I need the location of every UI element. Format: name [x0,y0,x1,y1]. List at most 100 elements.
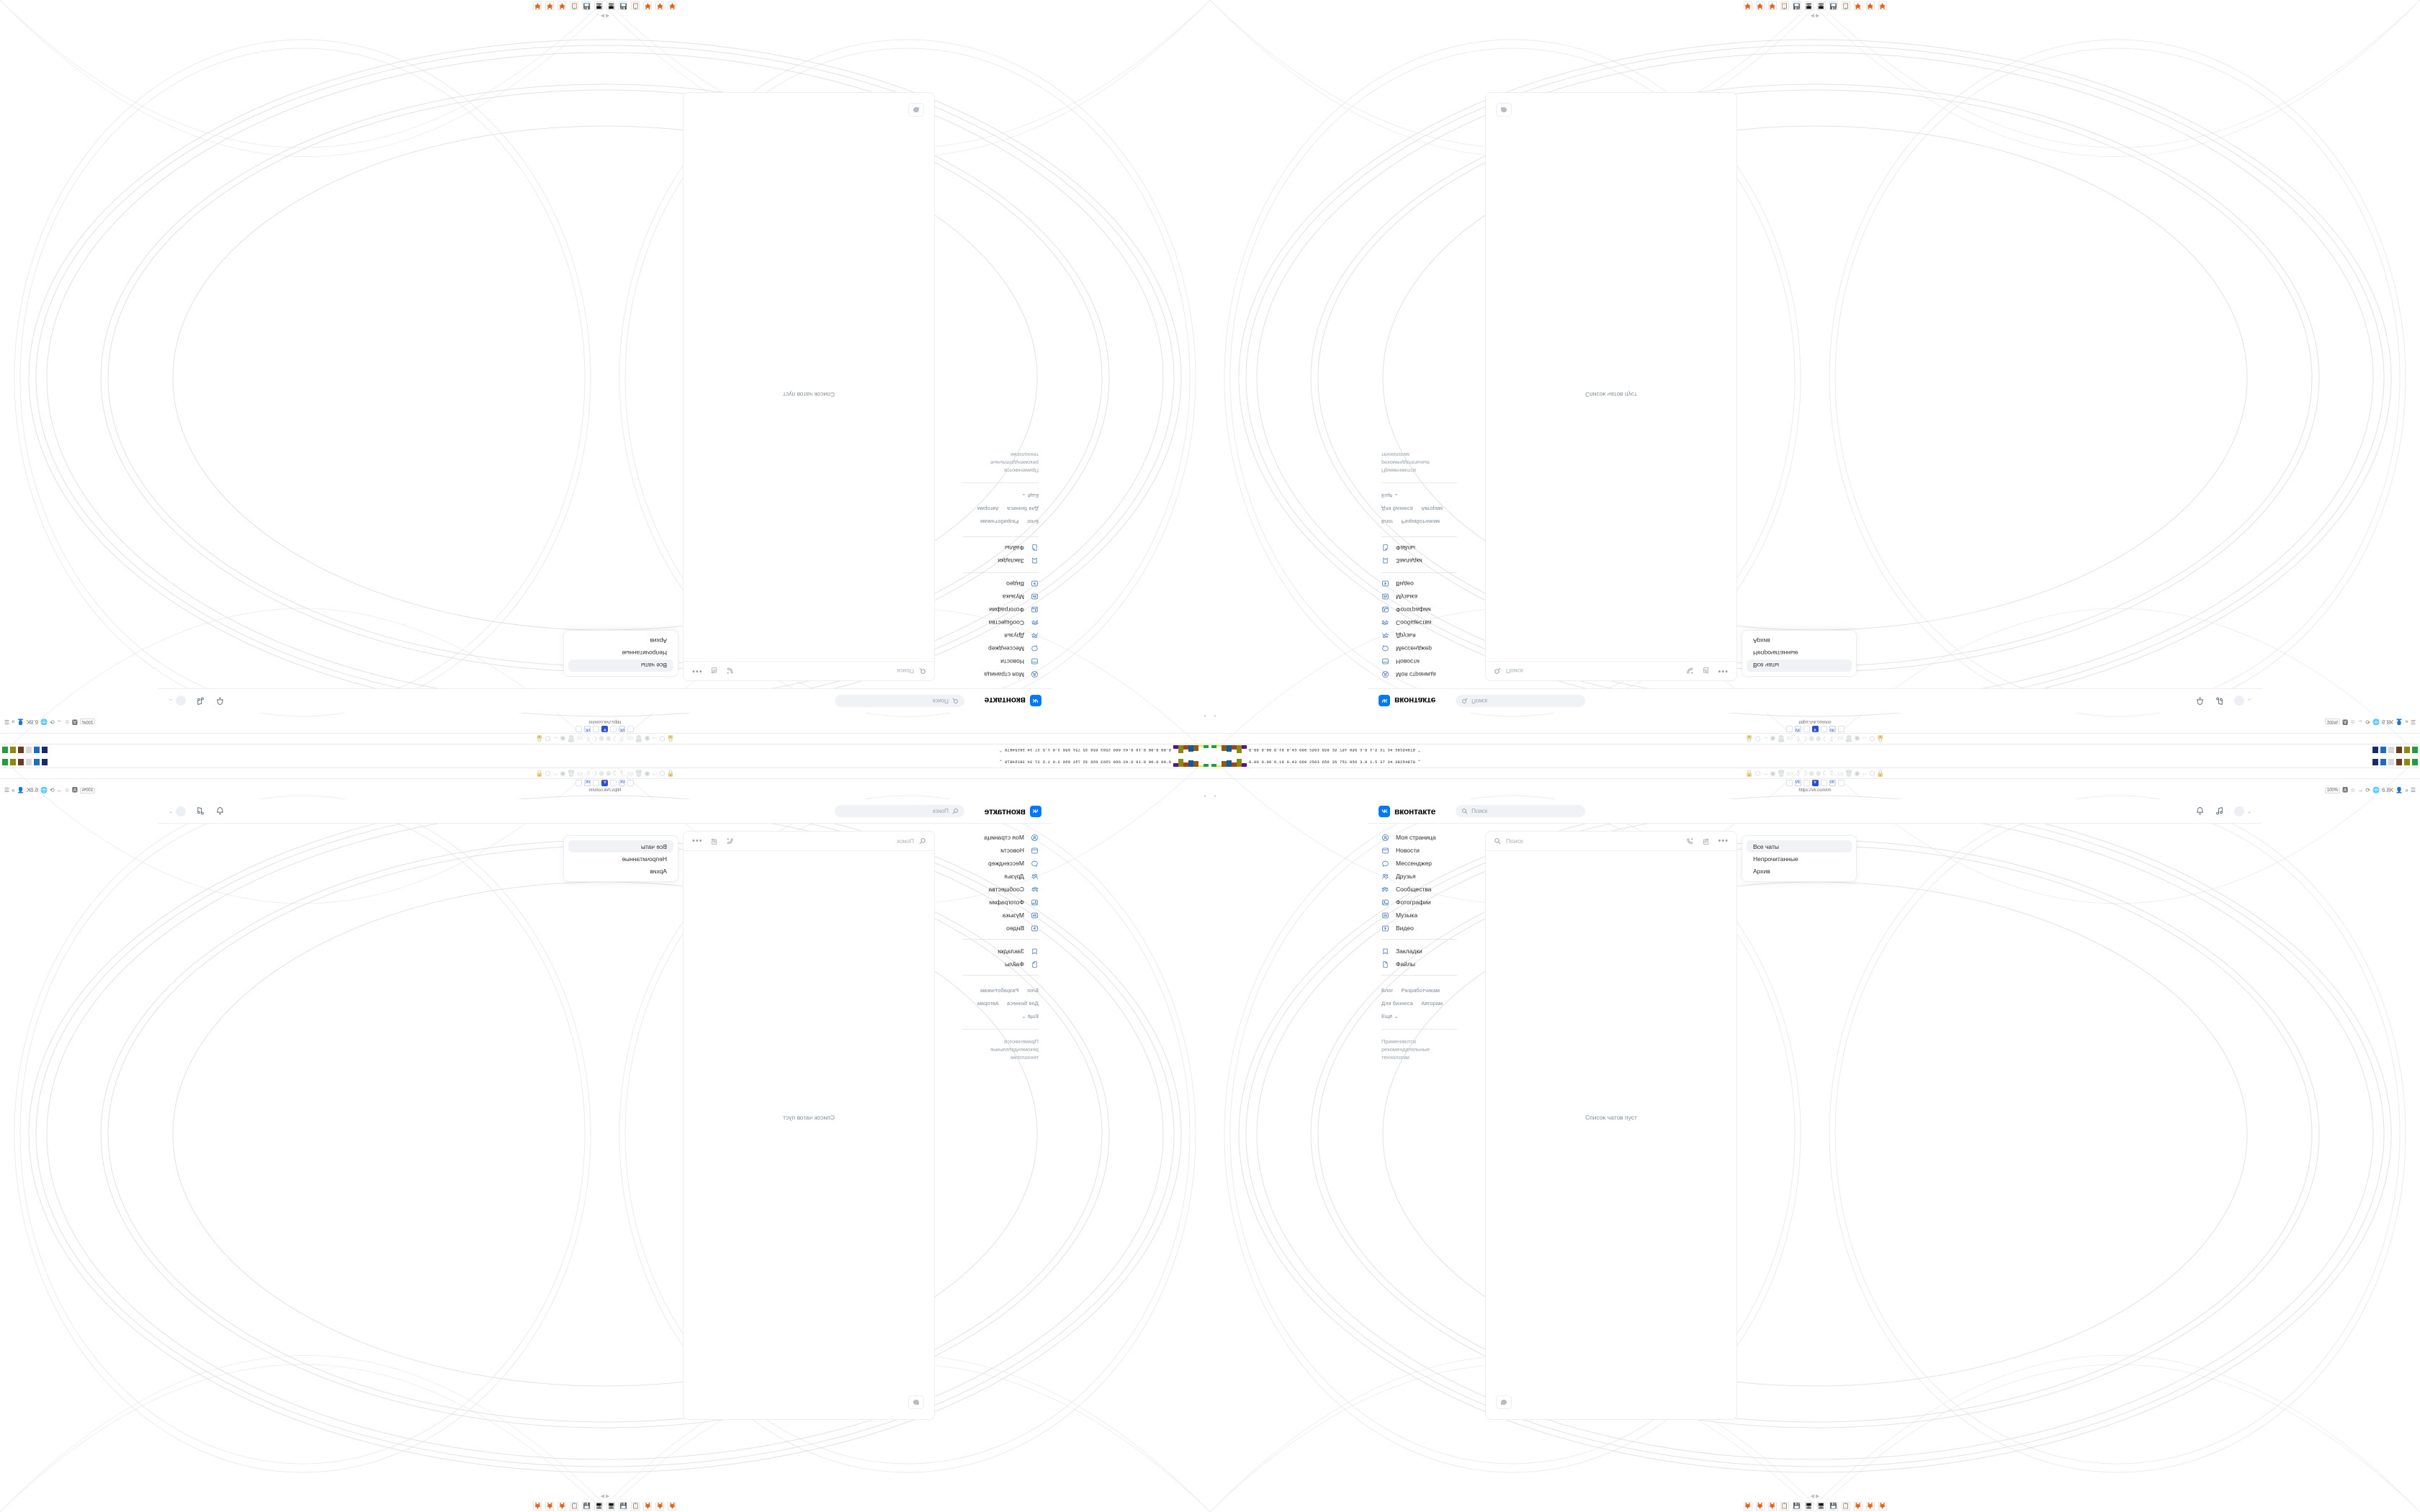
bookmark-star-icon[interactable]: ☆ [2350,787,2356,793]
menu-icon[interactable]: ☰ [2410,719,2416,725]
sidebar-item-communities[interactable]: Сообщества [1381,884,1478,894]
next-workspace-icon[interactable]: ▶ [600,1494,604,1499]
firefox-window-3[interactable]: 🦊 [1767,1501,1777,1511]
chat-search-bar[interactable]: Поиск [684,832,934,851]
firefox-window-6[interactable]: 🦊 [533,1501,542,1511]
chevron-down-icon[interactable]: ⌄ [169,809,173,814]
chat-actions[interactable]: ••• [691,837,734,845]
sidebar-item-music[interactable]: Музыка [1381,592,1478,602]
forward-arrow-icon[interactable]: → [2357,719,2364,725]
trash-icon[interactable]: 🗑 [1777,769,1785,777]
new-chat-button[interactable] [908,103,924,117]
account-icon[interactable]: 👤 [17,787,24,793]
bell-icon[interactable] [215,806,225,816]
sidebar-item-bookmarks[interactable]: Закладки [1381,556,1478,566]
sidebar-item-messenger[interactable]: Мессенджер [942,644,1039,654]
save-window-1[interactable]: 💾 [619,1501,628,1511]
trash-icon[interactable]: 🗑 [1845,769,1853,777]
firefox-window-6[interactable]: 🦊 [1878,1501,1887,1511]
header-search-input[interactable]: Поиск [1456,695,1586,707]
sidebar-item-my-page[interactable]: Моя страница [1381,670,1478,680]
header-search-input[interactable]: Поиск [834,695,964,707]
sidebar-item-files[interactable]: Файлы [942,543,1039,553]
music-note-icon[interactable] [2215,806,2224,816]
chat-filter-dropdown[interactable]: Все чаты Непрочитанные Архив [1742,630,1857,677]
dropdown-item-all-chats[interactable]: Все чаты [568,660,673,672]
globe-icon[interactable]: ⊕ [1816,769,1821,777]
chat-filter-dropdown[interactable]: Все чаты Непрочитанные Архив [563,630,678,677]
firefox-window-6[interactable]: 🦊 [1878,1,1887,11]
arrow-left-icon[interactable]: ← [1861,770,1868,777]
reload-icon[interactable]: ⟳ [50,719,55,725]
globe-icon[interactable]: 🌐 [2372,787,2380,793]
workspace-pager[interactable]: ◀ ▶ [1811,13,1820,19]
sidebar-item-music[interactable]: Музыка [942,910,1039,920]
footer-link-blog[interactable]: Блог [1026,518,1039,525]
terminal-window-2[interactable]: 🖥 [1816,1501,1826,1511]
avatar[interactable] [175,696,186,706]
reload-icon[interactable]: ⟳ [2365,787,2370,793]
header-icons[interactable]: ⌄ [169,806,225,816]
footer-link-developers[interactable]: Разработчикам [1401,987,1440,994]
avatar[interactable] [2234,696,2245,706]
firefox-window-3[interactable]: 🦊 [643,1,653,11]
footer-link-business[interactable]: Для бизнеса [1381,505,1413,512]
chevron-down-icon[interactable]: ⌄ [2247,809,2251,814]
window-icon[interactable]: ▭ [1786,769,1793,777]
tab-blank-left[interactable] [1785,726,1793,733]
add-call-icon[interactable] [726,837,734,845]
notepad-window-2[interactable]: 📋 [570,1501,579,1511]
shield-outline-icon[interactable]: ⬡ [1869,769,1876,777]
firefox-window-1[interactable]: 🦊 [668,1,677,11]
footer-link-developers[interactable]: Разработчикам [980,987,1019,994]
desktop-panel-row[interactable]: 🔒 ⬡ → ◉ 🗑 ▭ ☽ ☽ ⊕ ⊕ ☾ ☾ ▭ 🗑 ◉ ← ⬡ 🔒 [1210,768,2420,779]
dropdown-item-unread[interactable]: Непрочитанные [568,852,673,865]
shield-filled-icon[interactable]: ◉ [1770,769,1776,777]
prev-workspace-icon[interactable]: ◀ [606,13,610,18]
sidebar-item-files[interactable]: Файлы [1381,543,1478,553]
tab-vk-4[interactable]: VK [1829,779,1836,786]
firefox-window-2[interactable]: 🦊 [655,1,665,11]
prev-workspace-icon[interactable]: ◀ [1810,13,1814,18]
sidebar-item-friends[interactable]: Друзья [1381,631,1478,641]
footer-link-blog[interactable]: Блог [1381,518,1394,525]
account-icon[interactable]: 👤 [2396,787,2403,793]
sidebar-item-photos[interactable]: Фотографии [942,897,1039,907]
sidebar-item-messenger[interactable]: Мессенджер [1381,858,1478,868]
tab-blank-left[interactable] [1785,779,1793,786]
scroll-up-chevron-icon[interactable]: ⌃ [1213,796,1217,801]
tab-blank-right[interactable] [575,779,583,786]
chevron-down-icon[interactable]: ⌄ [2247,698,2251,703]
shield-filled-icon[interactable]: ◉ [1854,769,1860,777]
sidebar-item-files[interactable]: Файлы [942,959,1039,969]
moon-icon[interactable]: ☽ [1794,769,1801,777]
moon-icon[interactable]: ☾ [1829,769,1836,777]
music-note-icon[interactable] [196,806,205,816]
notepad-window-1[interactable]: 📋 [631,1,640,11]
chat-actions[interactable]: ••• [691,667,734,675]
footer-more-button[interactable]: Ещё ⌄ [1381,492,1399,499]
sidebar-item-news[interactable]: Новости [1381,845,1478,855]
translate-icon[interactable]: 🅰 [2342,787,2349,793]
more-options-icon[interactable]: ••• [1718,836,1729,845]
browser-nav-buttons[interactable]: 100% 🅰 ☆ → ⟳ 🌐 6.8K 👤 » ☰ [2324,718,2416,726]
tab-blank-right[interactable] [1837,726,1845,733]
sidebar-item-video[interactable]: Видео [942,579,1039,589]
tab-vk-1[interactable]: VK [1794,726,1801,733]
firefox-window-2[interactable]: 🦊 [1755,1,1765,11]
taskbar[interactable]: 🦊 🦊 🦊 📋 💾 🖥 🖥 💾 📋 🦊 🦊 🦊 [1210,1500,2420,1512]
dropdown-item-all-chats[interactable]: Все чаты [568,840,673,852]
header-icons[interactable]: ⌄ [2195,696,2251,706]
forward-arrow-icon[interactable]: → [2357,787,2364,793]
sidebar-footer-links[interactable]: Блог Разработчикам Для бизнеса Авторам Е… [952,983,1039,1022]
tab-vk-2[interactable] [610,779,617,786]
reader-icon[interactable]: 6.8K [2381,719,2394,725]
browser-tab-strip[interactable]: VK V VK [0,726,1210,733]
firefox-window-4[interactable]: 🦊 [557,1501,567,1511]
footer-link-business[interactable]: Для бизнеса [1007,1000,1039,1007]
firefox-window-2[interactable]: 🦊 [655,1501,665,1511]
firefox-window-3[interactable]: 🦊 [1767,1,1777,11]
compose-icon[interactable] [710,837,718,845]
vk-logo[interactable]: вконтакте [1379,695,1435,707]
new-chat-button[interactable] [1496,103,1512,117]
